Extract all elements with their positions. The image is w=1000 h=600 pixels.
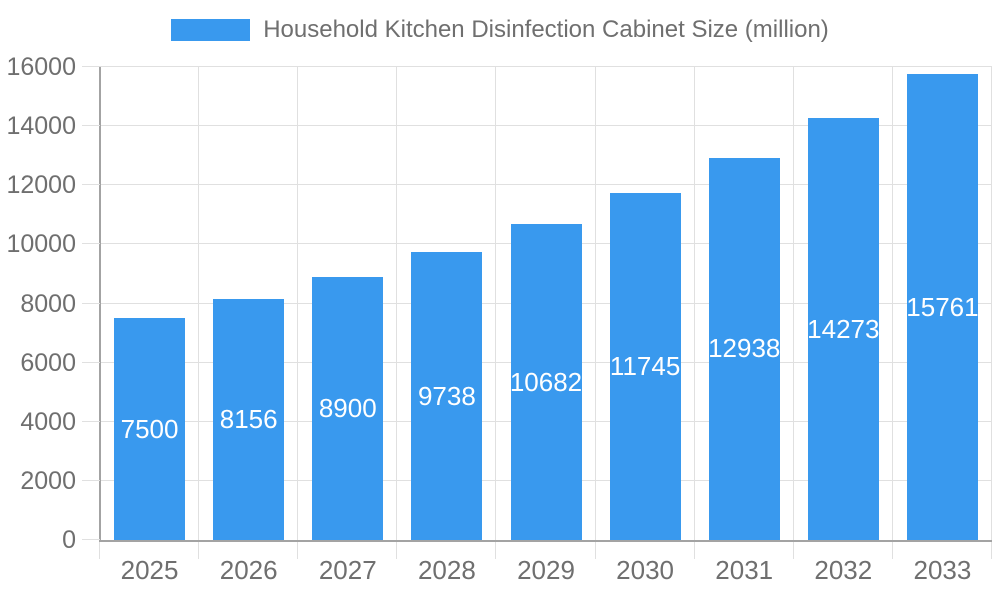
y-tick: [82, 184, 100, 186]
x-tick-label: 2029: [517, 555, 575, 585]
bar[interactable]: 7500: [114, 318, 186, 540]
bar-value-label: 8900: [318, 392, 377, 423]
y-tick-label: 4000: [20, 407, 76, 436]
bar[interactable]: 11745: [609, 192, 681, 540]
bar[interactable]: 8900: [312, 276, 384, 540]
y-tick-label: 2000: [20, 466, 76, 495]
legend-label: Household Kitchen Disinfection Cabinet S…: [263, 16, 829, 43]
x-tick-label: 2027: [318, 555, 377, 585]
bar-value-label: 7500: [120, 413, 179, 444]
x-tick-label: 2033: [913, 555, 972, 585]
y-tick: [82, 66, 100, 67]
vgrid-line: [396, 67, 398, 540]
y-tick: [82, 539, 100, 540]
bar[interactable]: 15761: [906, 74, 979, 540]
y-tick: [82, 243, 100, 245]
x-tick: [297, 542, 299, 559]
bar[interactable]: 14273: [807, 118, 880, 540]
y-axis-line: [99, 67, 101, 542]
vgrid-line: [693, 67, 695, 540]
vgrid-line: [594, 67, 596, 540]
bar-value-label: 8156: [219, 403, 278, 434]
y-tick-label: 10000: [6, 230, 76, 259]
bar-value-label: 9738: [417, 380, 476, 411]
hgrid-line: [100, 125, 992, 127]
bar-value-label: 15761: [906, 291, 979, 322]
x-tick-label: 2025: [120, 555, 179, 585]
hgrid-line: [100, 66, 992, 67]
plot-area: 7500 8156 8900 9738 10682 11745 12938 14273 1576…: [100, 66, 992, 540]
vgrid-line: [297, 67, 299, 540]
y-tick-label: 12000: [6, 171, 76, 200]
bar[interactable]: 8156: [213, 298, 285, 540]
x-tick-label: 2030: [616, 555, 675, 585]
x-tick: [396, 542, 398, 559]
y-tick-label: 14000: [6, 112, 76, 141]
x-tick: [891, 542, 893, 559]
vgrid-line: [198, 67, 200, 540]
bar-value-label: 10682: [509, 366, 583, 397]
hgrid-line: [100, 184, 992, 186]
vgrid-line: [991, 67, 992, 540]
legend-swatch: [171, 19, 251, 41]
x-tick: [792, 542, 794, 559]
x-tick-label: 2032: [814, 555, 873, 585]
x-tick: [495, 542, 497, 559]
x-tick: [991, 542, 992, 559]
bar-value-label: 11745: [609, 350, 681, 381]
vgrid-line: [792, 67, 794, 540]
y-tick-label: 16000: [6, 53, 76, 81]
bar[interactable]: 12938: [708, 157, 781, 540]
y-tick-label: 8000: [20, 289, 76, 318]
vgrid-line: [495, 67, 497, 540]
x-tick-label: 2028: [417, 555, 476, 585]
y-tick-label: 6000: [20, 348, 76, 377]
y-tick-label: 0: [62, 526, 76, 554]
y-tick: [82, 420, 100, 422]
x-tick: [99, 542, 100, 559]
x-tick-label: 2026: [219, 555, 278, 585]
x-tick: [594, 542, 596, 559]
legend[interactable]: Household Kitchen Disinfection Cabinet S…: [0, 17, 1000, 43]
bar[interactable]: 10682: [509, 224, 583, 540]
bar-value-label: 14273: [807, 313, 880, 344]
x-tick: [693, 542, 695, 559]
vgrid-line: [891, 67, 893, 540]
bar-value-label: 12938: [708, 333, 781, 364]
y-tick: [82, 302, 100, 304]
y-tick: [82, 361, 100, 363]
x-axis-line: [99, 540, 992, 542]
bar[interactable]: 9738: [411, 252, 483, 540]
x-tick-label: 2031: [715, 555, 774, 585]
x-tick: [198, 542, 200, 559]
y-tick: [82, 125, 100, 127]
y-tick: [82, 479, 100, 481]
